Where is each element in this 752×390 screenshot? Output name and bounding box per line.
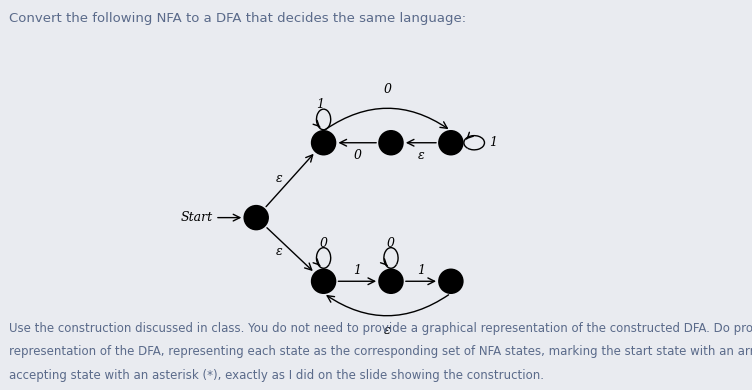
Text: 1: 1 (353, 264, 361, 277)
Text: accepting state with an asterisk (*), exactly as I did on the slide showing the : accepting state with an asterisk (*), ex… (9, 369, 544, 381)
Text: 0: 0 (320, 237, 328, 250)
Text: a: a (252, 211, 260, 225)
Circle shape (439, 269, 463, 293)
Text: Start: Start (181, 211, 213, 224)
Text: Use the construction discussed in class. You do not need to provide a graphical : Use the construction discussed in class.… (9, 322, 752, 335)
Text: ε: ε (384, 324, 390, 337)
Text: ε: ε (276, 245, 283, 258)
Text: 1: 1 (316, 98, 324, 111)
Text: b: b (319, 136, 328, 150)
Text: g: g (447, 274, 455, 288)
Text: ε: ε (417, 149, 424, 162)
Circle shape (311, 131, 335, 155)
Circle shape (244, 206, 268, 230)
Text: 0: 0 (353, 149, 361, 162)
Text: 0: 0 (384, 83, 391, 96)
Circle shape (439, 131, 463, 155)
Circle shape (379, 269, 403, 293)
Text: d: d (447, 136, 455, 150)
Text: ε: ε (276, 172, 283, 185)
Circle shape (379, 131, 403, 155)
Text: 1: 1 (489, 136, 497, 149)
Text: c: c (387, 136, 395, 150)
Text: f: f (389, 274, 393, 288)
Text: representation of the DFA, representing each state as the corresponding set of N: representation of the DFA, representing … (9, 345, 752, 358)
Text: 0: 0 (387, 237, 395, 250)
Text: 1: 1 (417, 264, 425, 277)
Circle shape (311, 269, 335, 293)
Text: Convert the following NFA to a DFA that decides the same language:: Convert the following NFA to a DFA that … (9, 12, 466, 25)
Text: e: e (320, 274, 328, 288)
